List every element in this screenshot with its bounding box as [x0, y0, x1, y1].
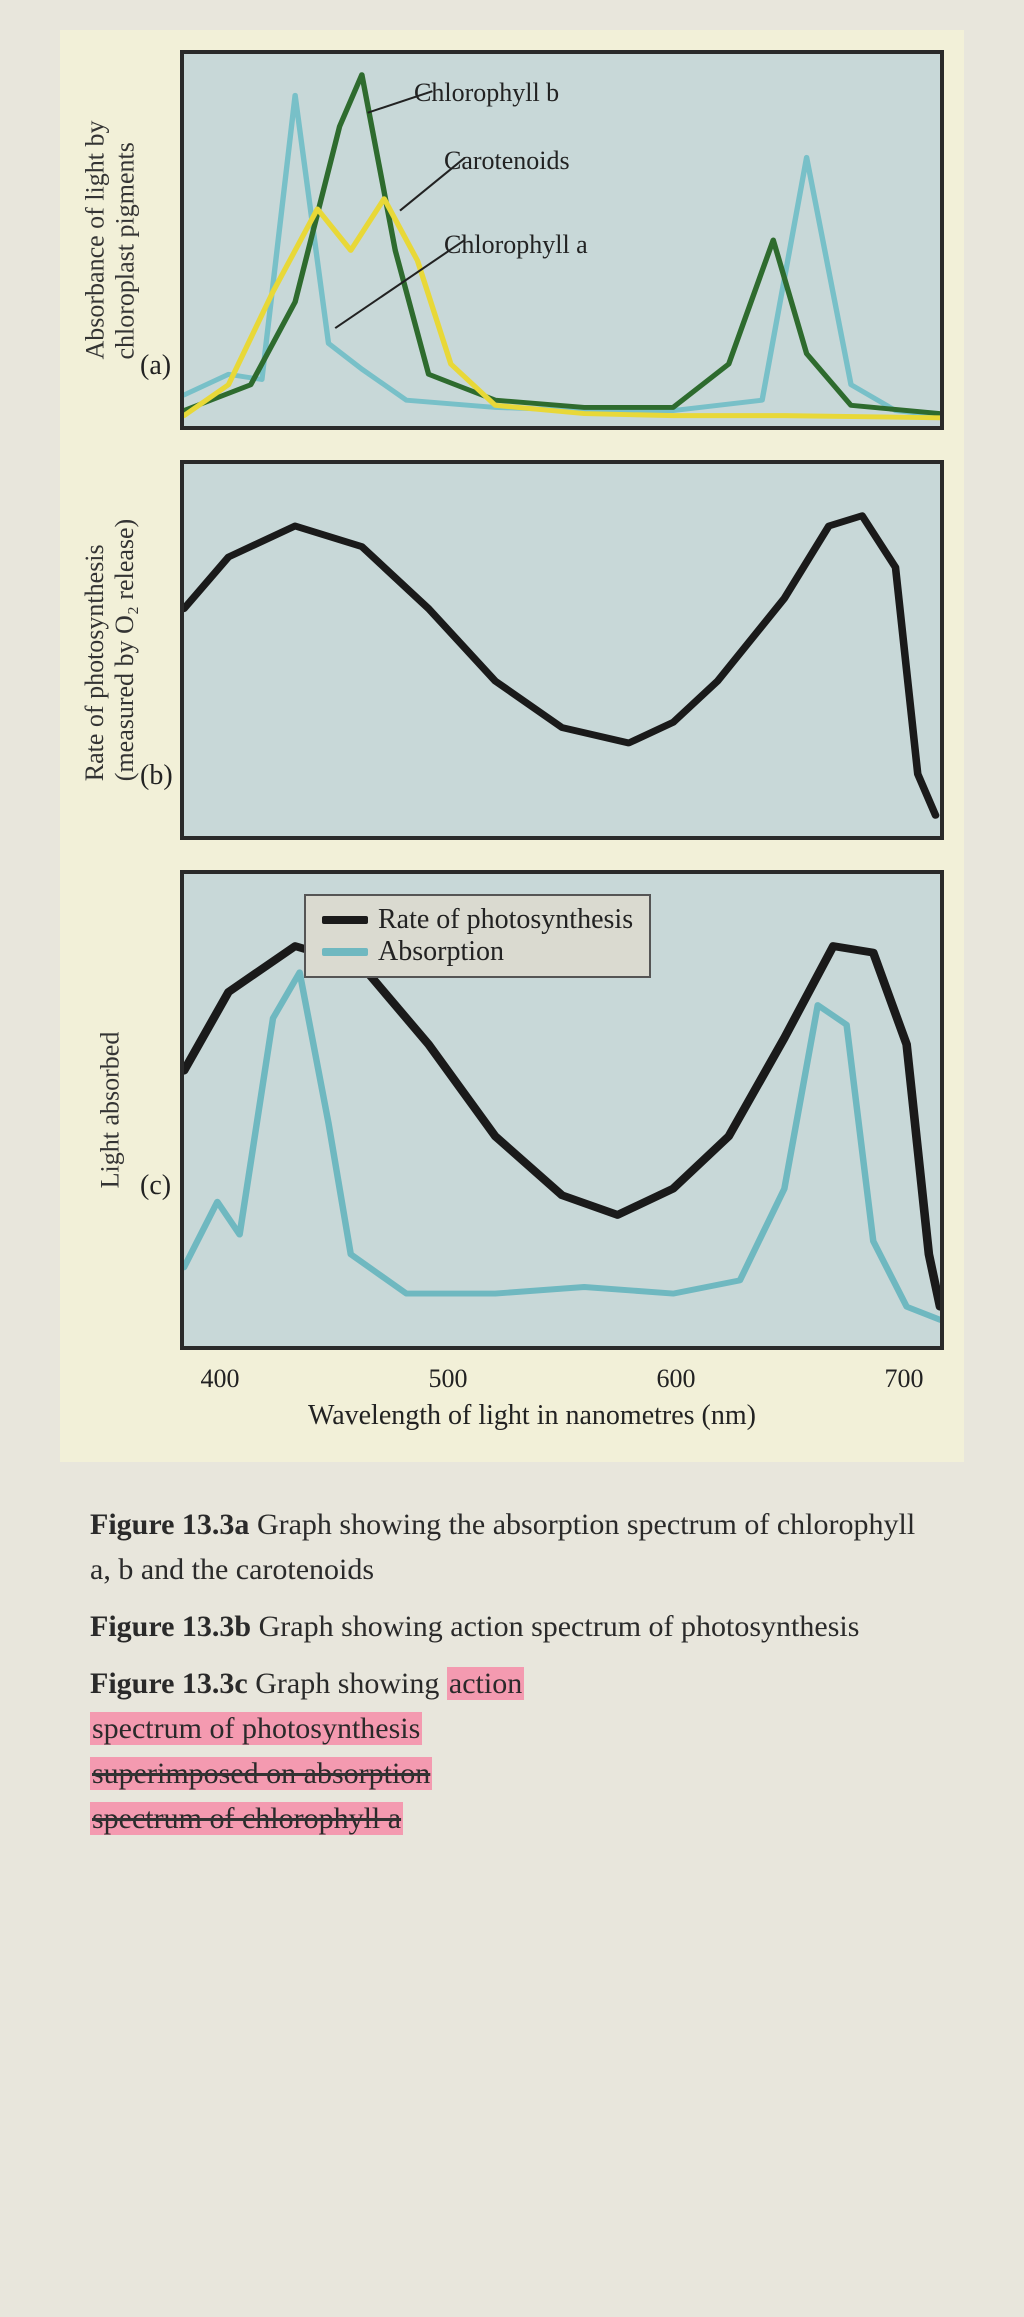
caption-b-head: Figure 13.3b: [90, 1610, 251, 1643]
chart-a-ylabel-text: Absorbance of light bychloroplast pigmen…: [80, 120, 139, 359]
chart-b-sublabel: (b): [140, 460, 180, 840]
chart-b-ylabel-box: Rate of photosynthesis(measured by O₂ re…: [80, 460, 140, 840]
chart-a-ylabel: Absorbance of light bychloroplast pigmen…: [80, 120, 140, 359]
legend-row-rate: Rate of photosynthesis: [322, 904, 633, 936]
chart-c-ylabel-box: Light absorbed: [80, 870, 140, 1350]
caption-c-hl-2: spectrum of photosynthesis: [90, 1712, 422, 1745]
xtick-600: 600: [636, 1364, 716, 1394]
chart-c-plot: Rate of photosynthesis Absorption: [180, 870, 944, 1350]
chart-b-ylabel-text: Rate of photosynthesis(measured by O₂ re…: [80, 519, 139, 781]
caption-b-body: Graph showing action spectrum of photosy…: [259, 1610, 860, 1643]
xtick-700: 700: [864, 1364, 944, 1394]
legend-label-abs: Absorption: [378, 936, 504, 968]
chart-a-ylabel-box: Absorbance of light bychloroplast pigmen…: [80, 50, 140, 430]
captions: Figure 13.3a Graph showing the absorptio…: [60, 1502, 964, 1841]
caption-c-hl-3: superimposed on absorption: [90, 1757, 432, 1790]
label-chlorophyll-b: Chlorophyll b: [414, 78, 559, 108]
caption-a-head: Figure 13.3a: [90, 1508, 249, 1541]
caption-c: Figure 13.3c Graph showing action spectr…: [90, 1661, 934, 1841]
chart-c-sublabel: (c): [140, 870, 180, 1350]
chart-b-plot: [180, 460, 944, 840]
caption-c-body-1: Graph showing: [255, 1667, 447, 1700]
chart-c-row: Light absorbed (c) Rate of photosynthesi…: [80, 870, 944, 1350]
chart-c-legend: Rate of photosynthesis Absorption: [304, 894, 651, 978]
xtick-500: 500: [408, 1364, 488, 1394]
legend-row-abs: Absorption: [322, 936, 633, 968]
chart-b-ylabel: Rate of photosynthesis(measured by O₂ re…: [80, 519, 140, 781]
caption-a: Figure 13.3a Graph showing the absorptio…: [90, 1502, 934, 1592]
chart-a-row: Absorbance of light bychloroplast pigmen…: [80, 50, 944, 430]
chart-c-ylabel-text: Light absorbed: [95, 1032, 124, 1189]
legend-label-rate: Rate of photosynthesis: [378, 904, 633, 936]
chart-c-xlabel: Wavelength of light in nanometres (nm): [80, 1400, 944, 1432]
chart-b-svg: [184, 464, 940, 836]
chart-a-sublabel: (a): [140, 50, 180, 430]
caption-c-hl-1: action: [447, 1667, 524, 1700]
legend-swatch-rate: [322, 916, 368, 924]
caption-c-hl-4: spectrum of chlorophyll a: [90, 1802, 403, 1835]
figure-panel: Absorbance of light bychloroplast pigmen…: [60, 30, 964, 1462]
chart-a-plot: Chlorophyll b Carotenoids Chlorophyll a: [180, 50, 944, 430]
caption-b: Figure 13.3b Graph showing action spectr…: [90, 1604, 934, 1649]
chart-b-row: Rate of photosynthesis(measured by O₂ re…: [80, 460, 944, 840]
label-chlorophyll-a: Chlorophyll a: [444, 230, 588, 260]
xtick-400: 400: [180, 1364, 260, 1394]
legend-swatch-abs: [322, 948, 368, 956]
chart-c-xticks: 400 500 600 700: [80, 1360, 944, 1394]
label-carotenoids: Carotenoids: [444, 146, 570, 176]
caption-c-head: Figure 13.3c: [90, 1667, 248, 1700]
chart-c-ylabel: Light absorbed: [95, 1032, 125, 1189]
